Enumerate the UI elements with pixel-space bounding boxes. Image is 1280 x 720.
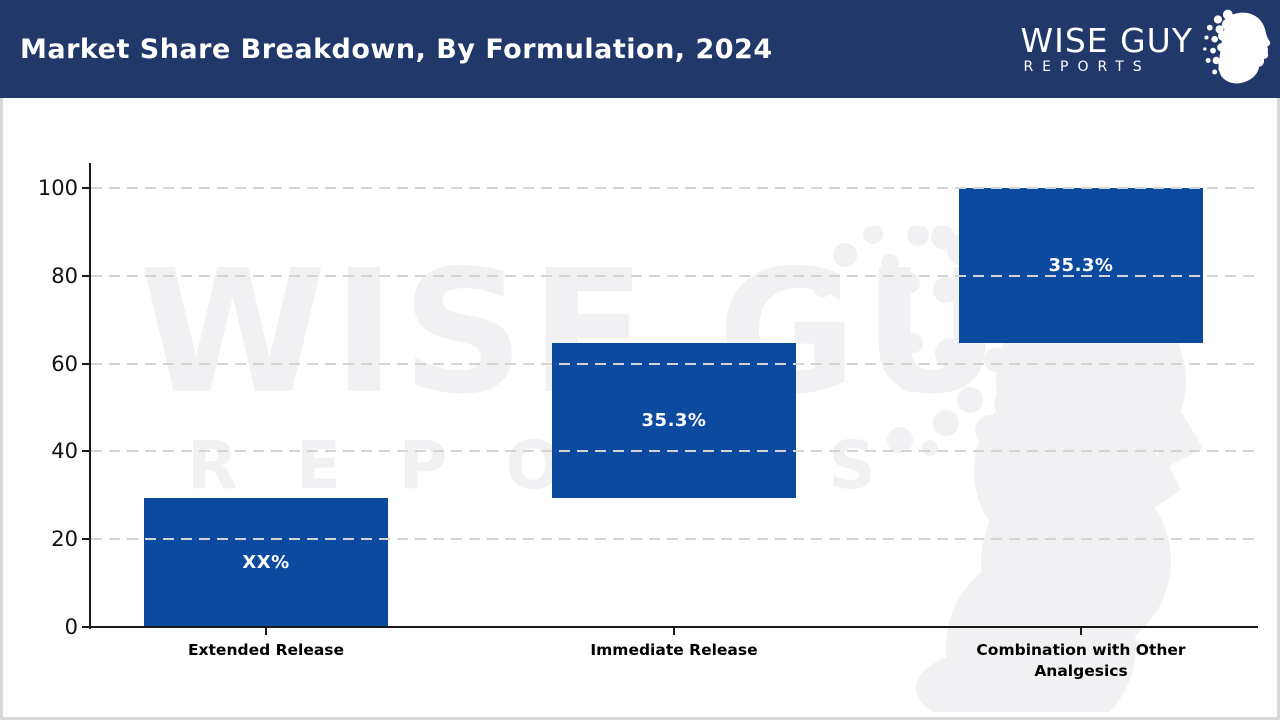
y-tick-mark [82,626,91,628]
bar-2: 35.3% [552,342,796,498]
gridline-y60 [91,362,1258,365]
bar-3: 35.3% [959,188,1203,343]
y-axis-line [89,163,91,629]
brand-subname: REPORTS [1023,59,1151,75]
y-tick-mark [82,274,91,277]
y-tick-label: 60 [51,351,78,376]
x-tick-mark [265,627,267,635]
x-tick-mark [673,627,675,635]
gridline-y100 [91,187,1258,189]
y-tick-label: 40 [51,439,78,464]
x-category-label: Combination with Other Analgesics [976,641,1186,680]
y-tick-label: 20 [51,527,78,552]
page-title: Market Share Breakdown, By Formulation, … [20,33,773,65]
y-tick-mark [82,362,91,365]
brand-name: WISE GUY [1020,21,1193,60]
x-category-label: Extended Release [187,641,345,659]
y-tick-label: 0 [64,615,78,639]
x-axis-line [89,626,1258,628]
y-tick-mark [82,450,91,453]
bar-value-label: 35.3% [641,409,707,431]
chart: 0 20 40 60 80 100 XX% 35.3% 35.3% Extended Releas… [3,0,1277,717]
gridline-y40 [91,450,1258,453]
y-tick-mark [82,187,91,189]
brand-logo-text: WISE GUY REPORTS [1020,24,1193,74]
bar-value-label: 35.3% [1048,254,1114,276]
bar-value-label: XX% [242,551,290,573]
header-bar: Market Share Breakdown, By Formulation, … [0,0,1280,98]
x-tick-mark [1080,627,1082,635]
bar-1: XX% [144,497,388,627]
dotted-face-icon [1203,9,1271,84]
y-tick-label: 100 [37,176,78,200]
x-category-label: Immediate Release [590,641,758,659]
brand-logo: WISE GUY REPORTS [1020,7,1277,91]
y-tick-mark [82,538,91,541]
gridline-y80 [91,274,1258,277]
gridline-y20 [91,538,1258,541]
y-tick-label: 80 [51,263,78,288]
